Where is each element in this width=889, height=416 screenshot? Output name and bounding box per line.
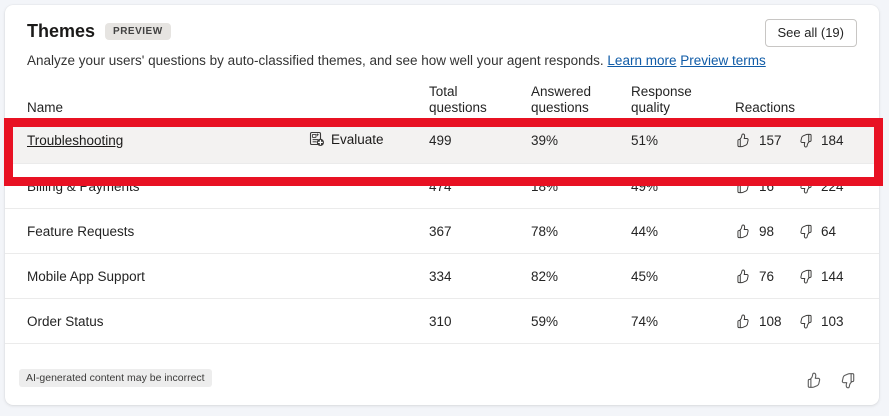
reactions-cell: 98 64 [735, 223, 860, 240]
theme-name-cell: Billing & Payments [27, 179, 309, 194]
reactions-cell: 76 144 [735, 268, 860, 285]
column-header-answered-questions: Answered questions [531, 84, 631, 116]
thumbs-up-group[interactable]: 16 [735, 178, 791, 195]
thumbs-down-icon [797, 132, 814, 149]
thumbs-up-group[interactable]: 98 [735, 223, 791, 240]
column-header-reactions: Reactions [735, 100, 796, 115]
thumbs-up-icon [735, 268, 752, 285]
theme-name-link[interactable]: Feature Requests [27, 223, 135, 239]
reactions-cell: 108 103 [735, 313, 860, 330]
thumbs-up-count: 76 [759, 268, 775, 284]
thumbs-up-count: 108 [759, 313, 782, 329]
ai-disclaimer: AI-generated content may be incorrect [19, 369, 212, 387]
thumbs-down-group[interactable]: 144 [797, 268, 853, 285]
thumbs-down-icon[interactable] [838, 371, 857, 390]
card-header: Themes PREVIEW See all (19) Analyze your… [5, 5, 879, 70]
evaluate-add-icon [309, 131, 325, 147]
thumbs-up-count: 157 [759, 133, 782, 148]
theme-name-link[interactable]: Troubleshooting [27, 133, 124, 148]
theme-name-cell: Order Status [27, 314, 309, 329]
themes-card: Themes PREVIEW See all (19) Analyze your… [5, 5, 879, 405]
themes-table: Name Total questions Answered questions … [5, 84, 879, 344]
answered-questions-cell: 59% [531, 313, 559, 329]
total-questions-cell: 310 [429, 313, 452, 329]
thumbs-up-count: 98 [759, 223, 775, 239]
thumbs-up-group[interactable]: 76 [735, 268, 791, 285]
response-quality-cell: 74% [631, 313, 659, 329]
table-header-row: Name Total questions Answered questions … [5, 84, 879, 118]
thumbs-down-count: 144 [821, 268, 844, 284]
answered-questions-cell: 39% [531, 133, 559, 148]
total-questions-cell: 499 [429, 133, 452, 148]
answered-questions-cell: 78% [531, 223, 559, 239]
table-row[interactable]: Troubleshooting [5, 118, 879, 163]
thumbs-down-icon [797, 313, 814, 330]
column-header-total-line1: Total [429, 84, 458, 99]
thumbs-up-group[interactable]: 108 [735, 313, 791, 330]
thumbs-down-count: 64 [821, 223, 837, 239]
thumbs-up-icon [735, 178, 752, 195]
thumbs-up-icon[interactable] [805, 371, 824, 390]
thumbs-down-count: 224 [821, 178, 844, 194]
answered-questions-cell: 18% [531, 178, 559, 194]
column-header-response-line2: quality [631, 100, 671, 115]
card-feedback-controls [805, 371, 857, 390]
response-quality-cell: 51% [631, 133, 659, 148]
preview-badge: PREVIEW [105, 23, 171, 40]
thumbs-up-icon [735, 132, 752, 149]
subtitle-text: Analyze your users' questions by auto-cl… [27, 53, 604, 68]
thumbs-up-icon [735, 313, 752, 330]
page-title: Themes [27, 21, 96, 41]
thumbs-up-icon [735, 223, 752, 240]
table-bottom-divider [5, 343, 879, 344]
theme-name-link[interactable]: Billing & Payments [27, 178, 140, 194]
column-header-total-line2: questions [429, 100, 487, 115]
column-header-response-line1: Response [631, 84, 692, 99]
reactions-cell: 157 184 [735, 132, 860, 149]
answered-questions-cell: 82% [531, 268, 559, 284]
table-row[interactable]: Feature Requests 367 78% 44% 98 [5, 208, 879, 253]
theme-name-cell: Troubleshooting [27, 133, 309, 148]
table-row[interactable]: Billing & Payments 474 18% 49% 16 [5, 163, 879, 208]
thumbs-down-icon [797, 178, 814, 195]
thumbs-down-count: 184 [821, 133, 844, 148]
column-header-total-questions: Total questions [429, 84, 531, 116]
theme-name-cell: Feature Requests [27, 224, 309, 239]
thumbs-down-count: 103 [821, 313, 844, 329]
column-header-name: Name [27, 100, 64, 115]
thumbs-down-group[interactable]: 224 [797, 178, 853, 195]
evaluate-button[interactable]: Evaluate [309, 131, 384, 147]
learn-more-link[interactable]: Learn more [607, 53, 677, 68]
thumbs-down-group[interactable]: 64 [797, 223, 853, 240]
thumbs-down-icon [797, 268, 814, 285]
column-header-answered-line1: Answered [531, 84, 592, 99]
preview-terms-link[interactable]: Preview terms [680, 53, 766, 68]
thumbs-up-group[interactable]: 157 [735, 132, 791, 149]
response-quality-cell: 45% [631, 268, 659, 284]
response-quality-cell: 49% [631, 178, 659, 194]
evaluate-cell: Evaluate [309, 131, 429, 150]
see-all-button[interactable]: See all (19) [764, 19, 857, 47]
table-row[interactable]: Mobile App Support 334 82% 45% 76 [5, 253, 879, 298]
reactions-cell: 16 224 [735, 178, 860, 195]
thumbs-down-icon [797, 223, 814, 240]
response-quality-cell: 44% [631, 223, 659, 239]
column-header-answered-line2: questions [531, 100, 589, 115]
card-subtitle: Analyze your users' questions by auto-cl… [27, 52, 857, 70]
theme-name-link[interactable]: Order Status [27, 313, 104, 329]
thumbs-down-group[interactable]: 103 [797, 313, 853, 330]
column-header-response-quality: Response quality [631, 84, 735, 116]
evaluate-button-label: Evaluate [331, 131, 384, 147]
total-questions-cell: 367 [429, 223, 452, 239]
thumbs-up-count: 16 [759, 178, 775, 194]
title-row: Themes PREVIEW [27, 21, 857, 42]
theme-name-link[interactable]: Mobile App Support [27, 268, 145, 284]
thumbs-down-group[interactable]: 184 [797, 132, 853, 149]
total-questions-cell: 474 [429, 178, 452, 194]
table-row[interactable]: Order Status 310 59% 74% 108 [5, 298, 879, 343]
total-questions-cell: 334 [429, 268, 452, 284]
theme-name-cell: Mobile App Support [27, 269, 309, 284]
